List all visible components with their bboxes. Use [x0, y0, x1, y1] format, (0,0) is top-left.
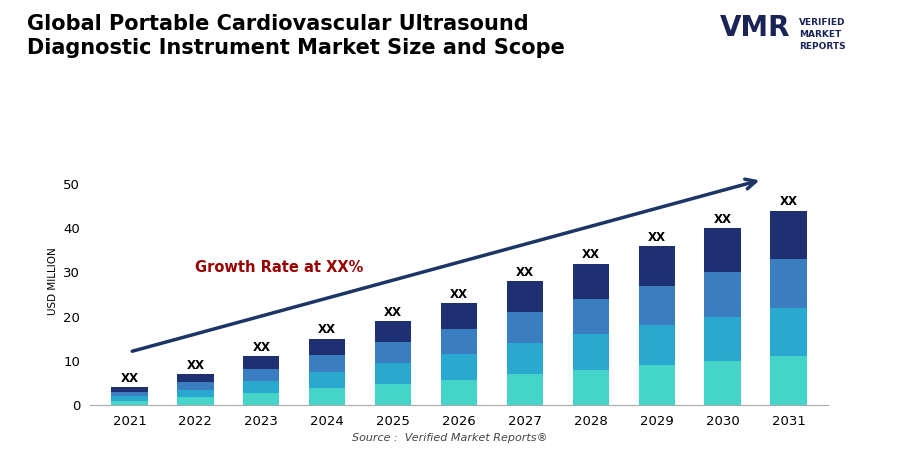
- Bar: [309, 339, 346, 356]
- Bar: [639, 246, 675, 286]
- Text: XX: XX: [319, 324, 337, 337]
- Bar: [177, 397, 213, 405]
- Bar: [572, 264, 609, 299]
- Text: Global Portable Cardiovascular Ultrasound
Diagnostic Instrument Market Size and : Global Portable Cardiovascular Ultrasoun…: [27, 14, 565, 58]
- Bar: [705, 272, 741, 317]
- Bar: [639, 365, 675, 405]
- Bar: [243, 381, 279, 393]
- Text: XX: XX: [186, 359, 204, 372]
- Text: Source :  Verified Market Reports®: Source : Verified Market Reports®: [352, 433, 548, 443]
- Text: XX: XX: [779, 195, 797, 208]
- Text: XX: XX: [384, 306, 402, 319]
- Bar: [177, 390, 213, 397]
- Bar: [770, 356, 806, 405]
- Bar: [243, 356, 279, 369]
- Text: VMR: VMR: [720, 14, 790, 41]
- Bar: [441, 354, 477, 380]
- Text: XX: XX: [450, 288, 468, 301]
- Bar: [705, 228, 741, 272]
- Bar: [507, 281, 543, 312]
- Text: XX: XX: [252, 341, 270, 354]
- Bar: [705, 361, 741, 405]
- Text: VERIFIED
MARKET
REPORTS: VERIFIED MARKET REPORTS: [799, 18, 846, 50]
- Bar: [112, 400, 148, 405]
- Bar: [705, 317, 741, 361]
- Bar: [572, 334, 609, 369]
- Text: XX: XX: [516, 266, 534, 279]
- Bar: [112, 392, 148, 396]
- Bar: [177, 382, 213, 390]
- Bar: [770, 259, 806, 308]
- Bar: [639, 325, 675, 365]
- Bar: [177, 374, 213, 382]
- Bar: [507, 312, 543, 343]
- Bar: [572, 299, 609, 334]
- Bar: [375, 384, 411, 405]
- Bar: [375, 363, 411, 384]
- Bar: [375, 342, 411, 363]
- Text: XX: XX: [121, 372, 139, 385]
- Bar: [441, 303, 477, 329]
- Bar: [112, 387, 148, 392]
- Bar: [309, 388, 346, 405]
- Bar: [309, 356, 346, 372]
- Bar: [441, 329, 477, 354]
- Bar: [243, 369, 279, 381]
- Bar: [572, 369, 609, 405]
- Bar: [770, 308, 806, 356]
- Text: XX: XX: [714, 213, 732, 226]
- Bar: [243, 393, 279, 405]
- Text: XX: XX: [648, 231, 666, 244]
- Bar: [375, 321, 411, 342]
- Bar: [639, 286, 675, 325]
- Bar: [507, 374, 543, 405]
- Text: Growth Rate at XX%: Growth Rate at XX%: [195, 261, 364, 275]
- Bar: [507, 343, 543, 374]
- Text: XX: XX: [581, 248, 599, 261]
- Bar: [309, 372, 346, 388]
- Y-axis label: USD MILLION: USD MILLION: [48, 248, 58, 315]
- Bar: [112, 396, 148, 400]
- Bar: [770, 211, 806, 259]
- Bar: [441, 380, 477, 405]
